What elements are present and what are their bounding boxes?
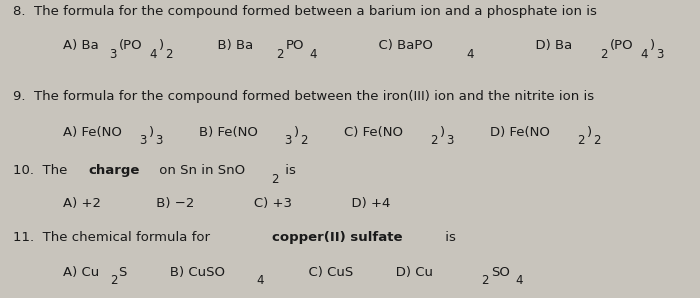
Text: A) Cu: A) Cu: [63, 266, 99, 279]
Text: 2: 2: [594, 134, 601, 147]
Text: 2: 2: [430, 134, 438, 147]
Text: ): ): [148, 125, 153, 139]
Text: 3: 3: [284, 134, 292, 147]
Text: 11.  The chemical formula for: 11. The chemical formula for: [13, 231, 214, 244]
Text: 4: 4: [466, 47, 474, 60]
Text: on Sn in SnO: on Sn in SnO: [155, 164, 245, 177]
Text: PO: PO: [286, 39, 304, 52]
Text: 2: 2: [165, 47, 173, 60]
Text: is: is: [281, 164, 295, 177]
Text: 2: 2: [482, 274, 489, 287]
Text: 3: 3: [139, 134, 146, 147]
Text: B) Fe(NO: B) Fe(NO: [164, 125, 258, 139]
Text: copper(II) sulfate: copper(II) sulfate: [272, 231, 402, 244]
Text: ): ): [294, 125, 299, 139]
Text: A) Ba: A) Ba: [63, 39, 99, 52]
Text: (PO: (PO: [610, 39, 634, 52]
Text: B) Ba: B) Ba: [175, 39, 253, 52]
Text: 10.  The: 10. The: [13, 164, 71, 177]
Text: 2: 2: [110, 274, 118, 287]
Text: 4: 4: [149, 47, 157, 60]
Text: SO: SO: [491, 266, 510, 279]
Text: 9.  The formula for the compound formed between the iron(III) ion and the nitrit: 9. The formula for the compound formed b…: [13, 90, 594, 103]
Text: ): ): [159, 39, 164, 52]
Text: (PO: (PO: [118, 39, 142, 52]
Text: 4: 4: [515, 274, 523, 287]
Text: 3: 3: [155, 134, 162, 147]
Text: ): ): [587, 125, 592, 139]
Text: 2: 2: [276, 47, 284, 60]
Text: A) +2             B) −2              C) +3              D) +4: A) +2 B) −2 C) +3 D) +4: [63, 197, 391, 210]
Text: 4: 4: [640, 47, 648, 60]
Text: C) BaPO: C) BaPO: [319, 39, 433, 52]
Text: 2: 2: [271, 173, 279, 186]
Text: 2: 2: [600, 47, 608, 60]
Text: 3: 3: [657, 47, 664, 60]
Text: S          B) CuSO: S B) CuSO: [120, 266, 225, 279]
Text: D) Fe(NO: D) Fe(NO: [456, 125, 550, 139]
Text: 3: 3: [109, 47, 116, 60]
Text: A) Fe(NO: A) Fe(NO: [63, 125, 122, 139]
Text: 4: 4: [309, 47, 317, 60]
Text: 2: 2: [300, 134, 308, 147]
Text: ): ): [440, 125, 445, 139]
Text: 2: 2: [578, 134, 584, 147]
Text: ): ): [650, 39, 655, 52]
Text: 8.  The formula for the compound formed between a barium ion and a phosphate ion: 8. The formula for the compound formed b…: [13, 5, 596, 18]
Text: 3: 3: [447, 134, 454, 147]
Text: 4: 4: [256, 274, 264, 287]
Text: C) CuS          D) Cu: C) CuS D) Cu: [266, 266, 433, 279]
Text: C) Fe(NO: C) Fe(NO: [310, 125, 403, 139]
Text: D) Ba: D) Ba: [476, 39, 572, 52]
Text: charge: charge: [88, 164, 139, 177]
Text: is: is: [441, 231, 456, 244]
